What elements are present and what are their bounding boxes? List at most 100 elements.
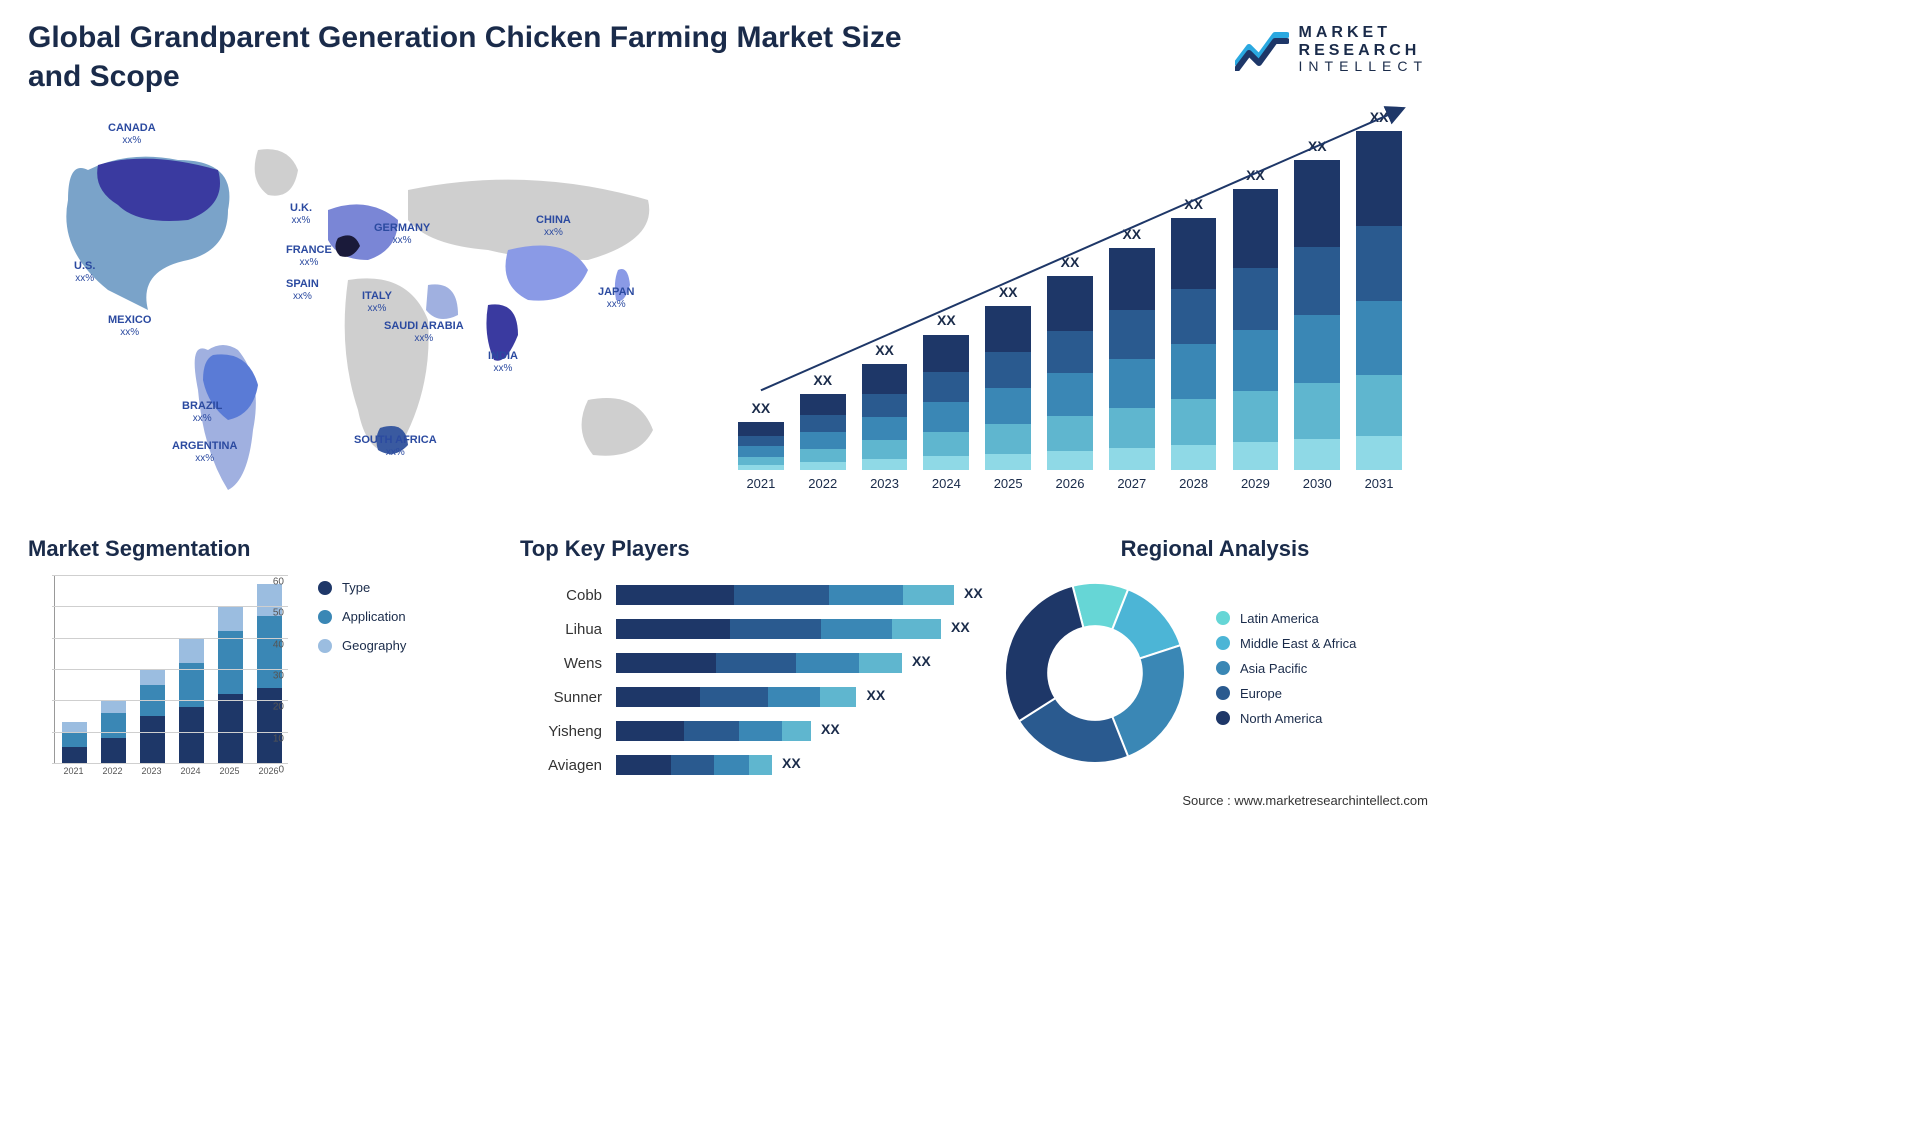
main-x-label: 2024 [915, 476, 977, 500]
main-bar: XX [1047, 276, 1093, 470]
map-label-argentina: ARGENTINAxx% [172, 440, 237, 465]
seg-legend-item: Geography [318, 638, 406, 653]
map-label-canada: CANADAxx% [108, 122, 156, 147]
regional-legend-item: Europe [1216, 686, 1356, 701]
main-x-label: 2021 [730, 476, 792, 500]
logo-line1: MARKET [1299, 24, 1428, 42]
seg-legend-item: Type [318, 580, 406, 595]
main-bar: XX [923, 334, 969, 470]
player-name: Aviagen [520, 757, 616, 774]
map-label-japan: JAPANxx% [598, 286, 634, 311]
seg-x-label: 2022 [93, 766, 132, 786]
logo-line3: INTELLECT [1299, 59, 1428, 74]
map-label-germany: GERMANYxx% [374, 222, 430, 247]
seg-x-label: 2023 [132, 766, 171, 786]
regional-donut [1000, 578, 1190, 768]
market-segmentation-section: Market Segmentation 20212022202320242025… [28, 536, 458, 786]
segmentation-chart: 2021202220232024202520260102030405060 [28, 576, 288, 786]
player-value: XX [782, 755, 801, 771]
player-name: Cobb [520, 587, 616, 604]
segmentation-title: Market Segmentation [28, 536, 458, 562]
player-row: Lihua XX [520, 614, 980, 644]
seg-y-tick: 40 [273, 639, 284, 650]
map-label-mexico: MEXICOxx% [108, 314, 151, 339]
main-bar: XX [738, 422, 784, 470]
player-value: XX [951, 619, 970, 635]
main-bar: XX [800, 394, 846, 470]
main-x-label: 2028 [1163, 476, 1225, 500]
map-label-u-s-: U.S.xx% [74, 260, 95, 285]
player-row: Wens XX [520, 648, 980, 678]
player-row: Cobb XX [520, 580, 980, 610]
main-bar-label: XX [1047, 254, 1093, 270]
main-bar-label: XX [800, 372, 846, 388]
regional-analysis-section: Regional Analysis Latin America Middle Ea… [1000, 536, 1430, 786]
main-bar: XX [1356, 131, 1402, 470]
seg-y-tick: 0 [278, 765, 284, 776]
regional-title: Regional Analysis [1000, 536, 1430, 562]
player-name: Wens [520, 655, 616, 672]
map-label-france: FRANCExx% [286, 244, 332, 269]
seg-y-tick: 20 [273, 702, 284, 713]
page-title: Global Grandparent Generation Chicken Fa… [28, 18, 928, 96]
seg-legend-item: Application [318, 609, 406, 624]
main-bar: XX [1171, 218, 1217, 470]
player-row: Yisheng XX [520, 716, 980, 746]
players-chart: Cobb XX Lihua XX Wens XX Sunner XX Yishe… [520, 580, 980, 780]
logo-line2: RESEARCH [1299, 42, 1428, 60]
segmentation-legend: Type Application Geography [318, 580, 406, 667]
regional-legend-item: North America [1216, 711, 1356, 726]
main-bar-label: XX [862, 342, 908, 358]
main-x-label: 2027 [1101, 476, 1163, 500]
main-bar-label: XX [1109, 226, 1155, 242]
main-x-label: 2025 [977, 476, 1039, 500]
map-label-spain: SPAINxx% [286, 278, 319, 303]
main-bar-chart: XXXXXXXXXXXXXXXXXXXXXX 20212022202320242… [720, 100, 1420, 500]
top-key-players-section: Top Key Players Cobb XX Lihua XX Wens XX… [520, 536, 980, 786]
seg-x-label: 2021 [54, 766, 93, 786]
brand-logo: MARKET RESEARCH INTELLECT [1235, 24, 1428, 75]
main-bar: XX [1109, 248, 1155, 470]
seg-y-tick: 30 [273, 671, 284, 682]
player-row: Sunner XX [520, 682, 980, 712]
main-bar-label: XX [738, 400, 784, 416]
map-label-south-africa: SOUTH AFRICAxx% [354, 434, 437, 459]
map-label-saudi-arabia: SAUDI ARABIAxx% [384, 320, 464, 345]
header: Global Grandparent Generation Chicken Fa… [28, 18, 1428, 96]
regional-legend-item: Latin America [1216, 611, 1356, 626]
main-bar-label: XX [923, 312, 969, 328]
main-bar: XX [985, 306, 1031, 470]
player-value: XX [912, 653, 931, 669]
source-label: Source : www.marketresearchintellect.com [1182, 793, 1428, 808]
world-map: CANADAxx% U.S.xx% MEXICOxx% U.K.xx% FRANCExx… [28, 110, 688, 510]
map-label-brazil: BRAZILxx% [182, 400, 222, 425]
seg-x-label: 2025 [210, 766, 249, 786]
main-bar-label: XX [1294, 138, 1340, 154]
main-x-label: 2026 [1039, 476, 1101, 500]
logo-icon [1235, 27, 1289, 71]
main-x-label: 2031 [1348, 476, 1410, 500]
regional-legend: Latin AmericaMiddle East & AfricaAsia Pa… [1216, 611, 1356, 736]
regional-legend-item: Middle East & Africa [1216, 636, 1356, 651]
seg-y-tick: 60 [273, 577, 284, 588]
seg-y-tick: 50 [273, 608, 284, 619]
main-bar-label: XX [985, 284, 1031, 300]
player-value: XX [867, 687, 886, 703]
map-label-u-k-: U.K.xx% [290, 202, 312, 227]
main-x-label: 2030 [1286, 476, 1348, 500]
main-bar: XX [1294, 160, 1340, 470]
main-x-label: 2029 [1225, 476, 1287, 500]
seg-bar [218, 606, 243, 763]
map-label-italy: ITALYxx% [362, 290, 392, 315]
player-name: Yisheng [520, 723, 616, 740]
seg-y-tick: 10 [273, 733, 284, 744]
player-value: XX [821, 721, 840, 737]
seg-bar [62, 722, 87, 763]
seg-x-label: 2024 [171, 766, 210, 786]
main-bar-label: XX [1233, 167, 1279, 183]
map-label-china: CHINAxx% [536, 214, 571, 239]
player-row: Aviagen XX [520, 750, 980, 780]
player-name: Lihua [520, 621, 616, 638]
players-title: Top Key Players [520, 536, 980, 562]
main-bar: XX [1233, 189, 1279, 470]
